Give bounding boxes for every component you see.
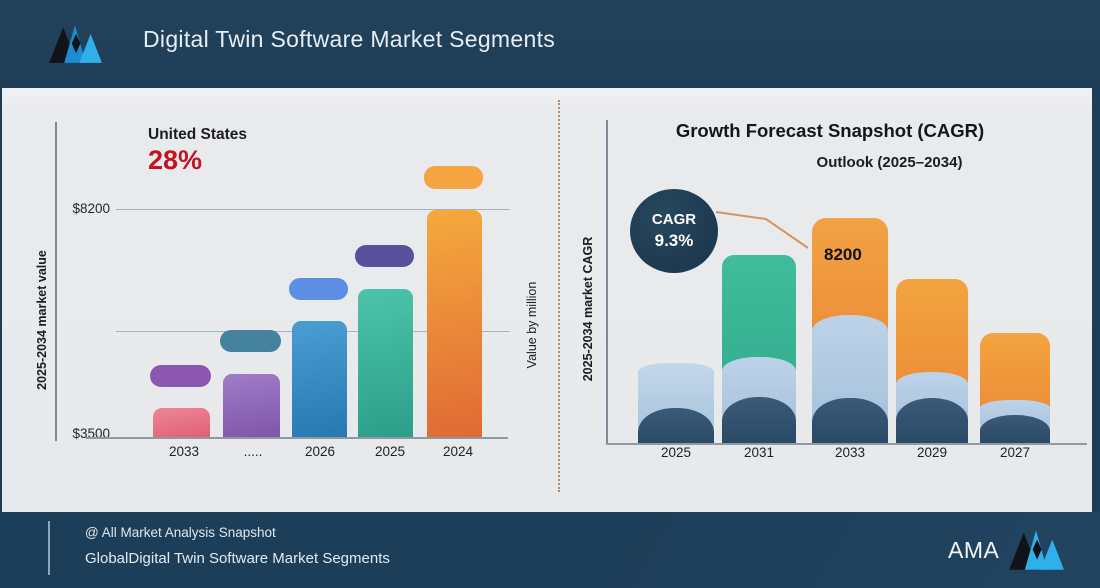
right-x-label: 2029 <box>916 445 948 460</box>
bar-cap <box>150 365 211 387</box>
right-y-axis-line <box>606 120 608 443</box>
bar <box>292 321 347 437</box>
left-tick-top: $8200 <box>72 201 110 216</box>
right-chart-bars <box>2 88 1092 512</box>
chart-card: 2025-2034 market value $8200 $3500 Unite… <box>2 88 1092 512</box>
bar-segment <box>812 398 888 443</box>
bar-cap <box>355 245 414 267</box>
left-x-label: ..... <box>243 444 263 459</box>
bar <box>223 374 280 437</box>
right-chart-title: Growth Forecast Snapshot (CAGR) <box>675 120 985 141</box>
ama-logo-icon <box>49 25 102 63</box>
bar-cap <box>289 278 348 300</box>
cagr-badge-label: CAGR <box>651 211 697 228</box>
bar-segment <box>722 397 796 443</box>
left-x-label: 2024 <box>442 444 474 459</box>
cagr-badge-value: 9.3% <box>654 230 694 250</box>
footer-bar: @ All Market Analysis Snapshot GlobalDig… <box>0 512 1100 588</box>
cagr-badge: CAGR 9.3% <box>630 189 718 273</box>
right-chart-subtitle: Outlook (2025–2034) <box>816 154 963 171</box>
footer-subject: GlobalDigital Twin Software Market Segme… <box>85 550 390 567</box>
header-bar: Digital Twin Software Market Segments <box>0 0 1100 86</box>
bar-cap <box>424 166 483 189</box>
left-chart-heading: United States <box>148 126 248 143</box>
bar-annotation: 8200 <box>824 245 862 264</box>
right-x-label: 2027 <box>999 445 1031 460</box>
gridline-top <box>116 209 510 210</box>
page-title: Digital Twin Software Market Segments <box>143 26 556 52</box>
left-chart-highlight: 28% <box>148 145 203 175</box>
left-y-axis-line <box>55 122 57 441</box>
bar-segment <box>980 415 1050 443</box>
bar-segment <box>638 408 714 443</box>
ama-logo-icon <box>1009 530 1064 570</box>
right-x-label: 2025 <box>660 445 692 460</box>
right-x-axis-line <box>606 443 1087 445</box>
bar-segment <box>896 398 968 443</box>
footer-credit: @ All Market Analysis Snapshot <box>85 525 276 540</box>
charts-divider <box>558 100 560 492</box>
left-x-axis-line <box>86 437 508 439</box>
bar <box>153 408 210 437</box>
right-x-label: 2033 <box>834 445 866 460</box>
bar <box>358 289 413 437</box>
footer-brand-text: AMA <box>948 537 1000 563</box>
bar-cap <box>220 330 281 352</box>
left-chart-bars <box>2 88 1092 512</box>
bar <box>427 210 482 437</box>
right-x-label: 2031 <box>743 445 775 460</box>
left-x-label: 2025 <box>374 444 406 459</box>
left-x-label: 2026 <box>304 444 336 459</box>
left-x-label: 2033 <box>168 444 200 459</box>
footer-divider <box>48 521 50 575</box>
